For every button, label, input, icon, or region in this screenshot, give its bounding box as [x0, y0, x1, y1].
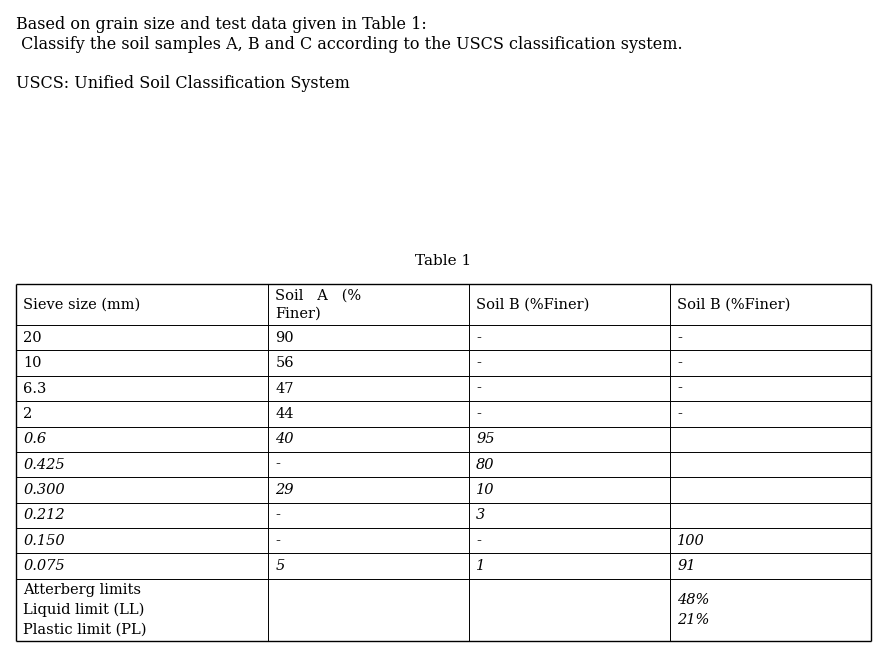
- Text: 90: 90: [275, 331, 293, 345]
- Text: 47: 47: [275, 381, 293, 396]
- Text: -: -: [275, 458, 280, 471]
- Text: 0.425: 0.425: [23, 458, 65, 471]
- Text: Soil B (%Finer): Soil B (%Finer): [476, 298, 589, 311]
- Text: Classify the soil samples A, B and C according to the USCS classification system: Classify the soil samples A, B and C acc…: [16, 36, 682, 53]
- Text: 3: 3: [476, 508, 485, 522]
- Text: 6.3: 6.3: [23, 381, 46, 396]
- Text: Table 1: Table 1: [415, 254, 471, 268]
- Text: 2: 2: [23, 407, 32, 421]
- Text: 10: 10: [476, 483, 494, 497]
- Text: -: -: [275, 508, 280, 522]
- Text: -: -: [476, 407, 480, 421]
- Text: 80: 80: [476, 458, 494, 471]
- Text: 95: 95: [476, 432, 494, 446]
- Text: -: -: [275, 534, 280, 548]
- Text: -: -: [476, 356, 480, 370]
- Text: Sieve size (mm): Sieve size (mm): [23, 298, 140, 311]
- Text: USCS: Unified Soil Classification System: USCS: Unified Soil Classification System: [16, 75, 349, 92]
- Text: -: -: [676, 331, 681, 345]
- Text: Soil   A   (%
Finer): Soil A (% Finer): [275, 289, 361, 320]
- Text: Soil B (%Finer): Soil B (%Finer): [676, 298, 789, 311]
- Text: 29: 29: [275, 483, 293, 497]
- Text: 100: 100: [676, 534, 704, 548]
- Text: 48%
21%: 48% 21%: [676, 593, 709, 627]
- Text: 20: 20: [23, 331, 42, 345]
- Text: 0.075: 0.075: [23, 559, 65, 573]
- Text: 91: 91: [676, 559, 695, 573]
- Text: -: -: [676, 407, 681, 421]
- Text: 10: 10: [23, 356, 42, 370]
- Text: -: -: [476, 534, 481, 548]
- Text: 40: 40: [275, 432, 293, 446]
- Text: -: -: [676, 381, 681, 396]
- Text: 0.212: 0.212: [23, 508, 65, 522]
- Text: 0.6: 0.6: [23, 432, 46, 446]
- Text: 5: 5: [275, 559, 284, 573]
- Text: -: -: [476, 381, 480, 396]
- Text: Based on grain size and test data given in Table 1:: Based on grain size and test data given …: [16, 16, 426, 33]
- Text: -: -: [676, 356, 681, 370]
- Text: 56: 56: [275, 356, 293, 370]
- Text: 0.150: 0.150: [23, 534, 65, 548]
- Text: 44: 44: [275, 407, 293, 421]
- Text: -: -: [476, 331, 480, 345]
- Text: 0.300: 0.300: [23, 483, 65, 497]
- Text: Atterberg limits
Liquid limit (LL)
Plastic limit (PL): Atterberg limits Liquid limit (LL) Plast…: [23, 583, 146, 637]
- Text: 1: 1: [476, 559, 485, 573]
